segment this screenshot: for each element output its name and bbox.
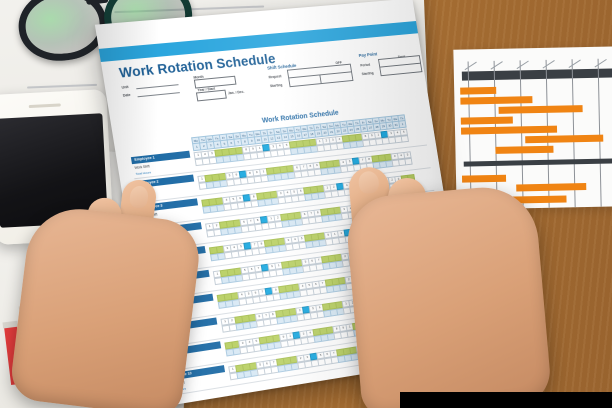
field-label-unit: Unit xyxy=(121,84,129,90)
field-box-year[interactable] xyxy=(195,89,227,102)
field-label-date: Date xyxy=(122,92,131,98)
right-palm xyxy=(344,182,553,408)
gantt-tick xyxy=(490,61,503,70)
left-palm xyxy=(8,203,204,408)
field-label-period: Period xyxy=(360,62,371,68)
schedule-cell[interactable] xyxy=(400,134,410,143)
gantt-tick xyxy=(542,60,555,69)
field-box-shift-left[interactable] xyxy=(288,74,323,88)
gantt-tick xyxy=(516,60,529,70)
field-box-shift-right[interactable] xyxy=(319,71,354,85)
field-label-pay-starting: Starting xyxy=(361,71,374,77)
section-label-pay-point: Pay Point xyxy=(358,51,378,58)
gantt-column-line xyxy=(597,58,602,207)
employee-total-label: Total Hours xyxy=(135,170,152,177)
right-index-nail xyxy=(357,170,380,195)
left-index-nail xyxy=(128,184,150,209)
gantt-header-bar xyxy=(461,68,612,81)
field-line-unit xyxy=(136,84,179,90)
field-line-date xyxy=(137,92,180,98)
gantt-bar xyxy=(525,134,604,144)
field-label-starting: Starting xyxy=(269,83,283,89)
field-label-request: Request xyxy=(268,74,282,80)
gantt-tick xyxy=(568,59,581,68)
field-label-jan-dec: Jan. / Dec. xyxy=(227,89,245,96)
gantt-bar xyxy=(498,105,583,114)
right-hand xyxy=(342,151,573,408)
gantt-tick xyxy=(594,58,607,68)
employee-row-label: Work Shift xyxy=(134,164,150,170)
phone-speaker xyxy=(28,103,61,109)
bottom-right-black-band xyxy=(400,392,612,408)
left-hand xyxy=(8,167,226,408)
